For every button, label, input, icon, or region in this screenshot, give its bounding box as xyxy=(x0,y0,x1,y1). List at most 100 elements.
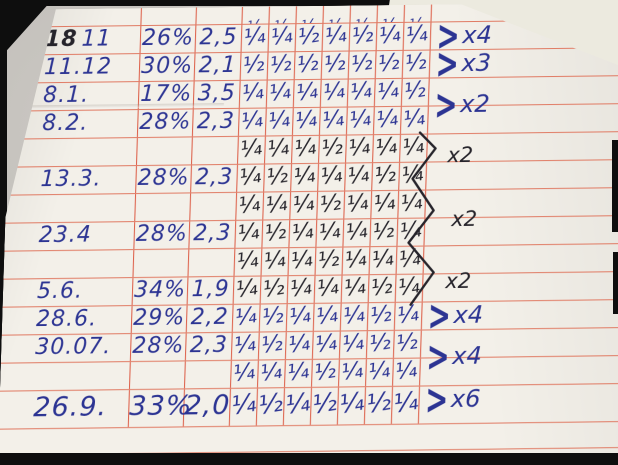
fraction-text: ¼ xyxy=(239,135,264,164)
fraction-cell: ¼ xyxy=(289,220,317,247)
value-cell: 2,3 xyxy=(186,333,233,361)
fraction-text: ¼ xyxy=(341,329,366,358)
fraction-text: ¼ xyxy=(240,107,265,136)
fraction-text: ¼ xyxy=(322,78,347,107)
value-cell: 2,1 xyxy=(195,53,242,81)
value-text: 2,3 xyxy=(196,108,236,135)
fraction-text: ¼ xyxy=(236,219,261,248)
fraction-cell: ¼ xyxy=(346,135,374,162)
fraction-cell: ¼ xyxy=(236,193,264,220)
value-text: 2,0 xyxy=(183,389,231,422)
fraction-text: ¼ xyxy=(376,77,401,106)
fraction-text: ¼ xyxy=(259,358,284,387)
fraction-cell: ¼ xyxy=(293,108,321,135)
fraction-cell: ¼ xyxy=(238,137,266,164)
fraction-cell: ¼ xyxy=(231,361,259,388)
header-value-cell xyxy=(196,7,243,25)
fraction-cell: ½ xyxy=(376,51,404,78)
fraction-cell: ¼ xyxy=(320,108,348,135)
fraction-cell: ¼ xyxy=(235,249,263,276)
fraction-cell: ¼ xyxy=(233,305,261,332)
value-text: 1,9 xyxy=(191,276,230,303)
fraction-cell: ¼ xyxy=(345,163,373,190)
header-fraction-cell: ¼ xyxy=(296,6,324,23)
fraction-text: ½ xyxy=(369,301,394,330)
note-cell: >x2 xyxy=(429,76,618,106)
fraction-text: ¼ xyxy=(372,189,397,218)
fraction-text: ¼ xyxy=(237,191,262,220)
fraction-text: ½ xyxy=(296,22,322,51)
fraction-cell: ¼ xyxy=(373,135,401,162)
date-text: 5.6. xyxy=(36,278,84,305)
fraction-cell: ¼ xyxy=(314,304,342,331)
fraction-cell: ½ xyxy=(367,331,395,358)
fraction-cell: ¼ xyxy=(266,108,294,135)
fraction-text: ¼ xyxy=(266,134,291,163)
value-text: 2,3 xyxy=(189,332,229,359)
percent-cell: 29% xyxy=(132,305,188,333)
fraction-text: ¼ xyxy=(348,105,373,134)
fraction-text: ¼ xyxy=(340,357,365,386)
fraction-text: ½ xyxy=(318,190,343,219)
value-cell: 1,9 xyxy=(188,277,235,305)
fraction-text: ¼ xyxy=(319,162,344,191)
fraction-text: ½ xyxy=(403,49,429,78)
date-text: 23.4 xyxy=(38,222,93,249)
fraction-cell: ¼ xyxy=(239,109,267,136)
fraction-cell: ¼ xyxy=(374,107,402,134)
fraction-text: ¼ xyxy=(283,387,312,420)
fraction-text: ¼ xyxy=(402,105,427,134)
multiplier-label: x4 xyxy=(461,20,493,50)
fraction-text: ½ xyxy=(313,358,338,387)
header-fraction-cell: ½ xyxy=(269,6,297,23)
header-fraction-cell: ½ xyxy=(323,6,351,23)
fraction-text: ¼ xyxy=(315,302,340,331)
fraction-cell: ¼ xyxy=(263,192,291,219)
fraction-text: ¼ xyxy=(233,303,259,332)
fraction-text: ¼ xyxy=(391,385,420,419)
percent-text: 28% xyxy=(137,165,190,192)
fraction-cell: ¼ xyxy=(242,25,270,52)
fraction-text: ¼ xyxy=(349,77,374,106)
date-cell: 5.6. xyxy=(3,278,134,307)
fraction-cell: ¼ xyxy=(343,219,371,246)
fraction-cell: ½ xyxy=(394,331,422,358)
fraction-text: ½ xyxy=(256,387,285,421)
fraction-cell: ¼ xyxy=(234,277,262,304)
fraction-cell: ¼ xyxy=(318,164,346,191)
fraction-text: ½ xyxy=(260,330,285,359)
fraction-text: ¼ xyxy=(235,247,261,276)
fraction-cell: ¼ xyxy=(290,192,318,219)
fraction-text: ½ xyxy=(376,49,402,78)
fraction-text: ½ xyxy=(364,386,393,419)
percent-cell: 28% xyxy=(134,221,190,249)
date-cell xyxy=(3,250,134,279)
fraction-cell: ½ xyxy=(403,51,431,78)
fraction-cell: ½ xyxy=(261,276,289,303)
fraction-cell: ½ xyxy=(295,52,323,79)
fraction-cell: ¼ xyxy=(370,247,398,274)
value-cell: 2,3 xyxy=(191,165,238,193)
fraction-text: ½ xyxy=(268,50,294,79)
fraction-cell: ½ xyxy=(350,23,378,50)
date-cell: 30.07. xyxy=(1,334,132,363)
header-fraction-cell: ¼ xyxy=(242,7,270,24)
fraction-text: ¼ xyxy=(374,133,399,162)
fraction-cell: ½ xyxy=(370,219,398,246)
fraction-text: ¼ xyxy=(343,245,369,274)
fraction-text: ¼ xyxy=(268,78,293,107)
fraction-text: ¼ xyxy=(291,190,316,219)
value-text: 2,5 xyxy=(199,24,238,51)
value-cell: 2,0 xyxy=(184,389,231,427)
note-cell xyxy=(428,104,618,134)
fraction-text: ½ xyxy=(241,51,267,80)
brace-label: x2 xyxy=(450,207,478,231)
fraction-cell: ¼ xyxy=(262,248,290,275)
percent-text: 26% xyxy=(141,25,195,52)
fraction-cell: ¼ xyxy=(404,23,432,50)
fraction-cell: ¼ xyxy=(375,79,403,106)
fraction-cell: ½ xyxy=(241,53,269,80)
percent-cell: 34% xyxy=(133,277,189,305)
fraction-cell: ½ xyxy=(268,52,296,79)
